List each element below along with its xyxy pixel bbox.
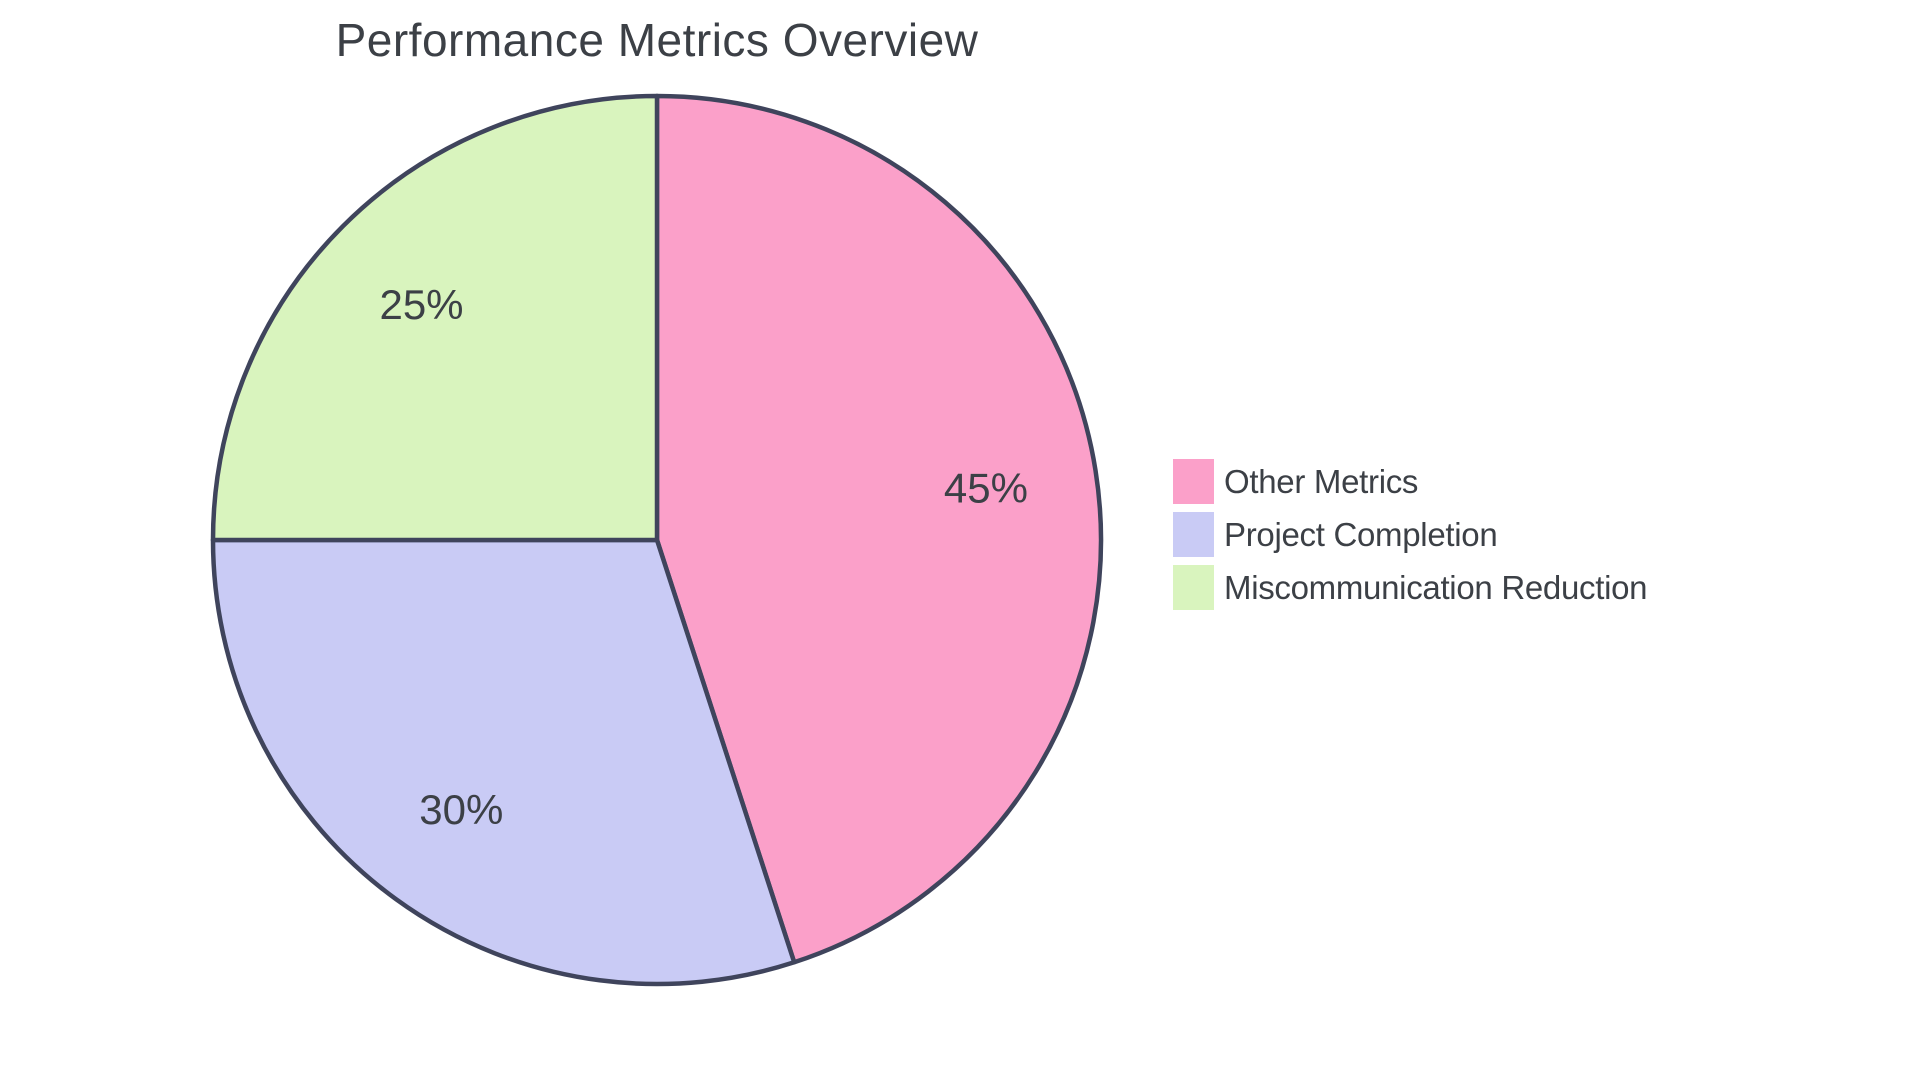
pie-slice-other-metrics <box>654 93 1104 965</box>
legend-label-other-metrics: Other Metrics <box>1224 462 1419 500</box>
legend-label-miscommunication-reduction: Miscommunication Reduction <box>1224 568 1648 606</box>
legend-item: Miscommunication Reduction <box>1173 565 1648 610</box>
pie-slice-project-completion <box>210 537 797 987</box>
pie-percent-label-other-metrics: 45% <box>944 465 1028 512</box>
legend-swatch-project-completion <box>1173 512 1214 557</box>
pie-slices-group <box>210 93 1104 987</box>
chart-title: Performance Metrics Overview <box>335 14 979 66</box>
legend-item: Project Completion <box>1173 512 1647 557</box>
legend: Other Metrics Project Completion Miscomm… <box>1173 459 1648 610</box>
pie-labels-group: 45% 30% 25% <box>379 281 1027 833</box>
legend-item: Other Metrics <box>1173 459 1647 504</box>
legend-swatch-other-metrics <box>1173 459 1214 504</box>
legend-swatch-miscommunication-reduction <box>1173 565 1214 610</box>
legend-label-project-completion: Project Completion <box>1224 515 1498 553</box>
pie-slice-miscommunication-reduction <box>210 93 660 543</box>
pie-percent-label-miscommunication-reduction: 25% <box>379 281 463 328</box>
pie-percent-label-project-completion: 30% <box>419 786 503 833</box>
